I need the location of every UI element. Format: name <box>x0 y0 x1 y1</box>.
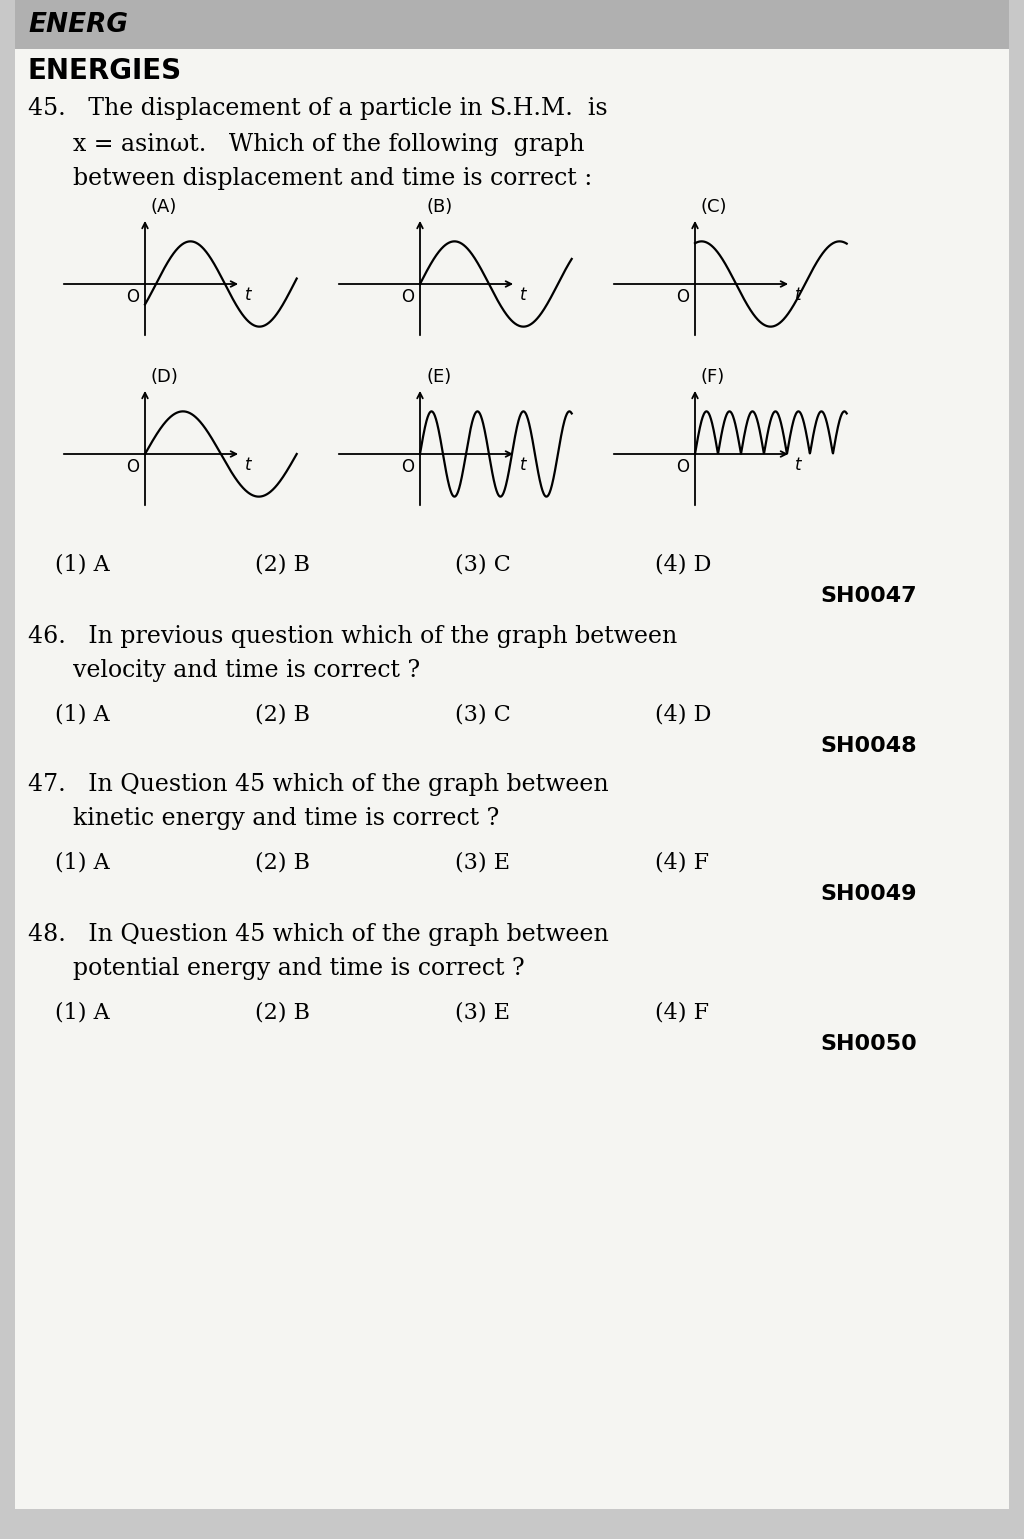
Text: O: O <box>126 288 139 306</box>
Text: t: t <box>520 286 526 305</box>
Text: (3) C: (3) C <box>455 553 511 576</box>
Text: (4) D: (4) D <box>655 553 712 576</box>
Text: 46.   In previous question which of the graph between: 46. In previous question which of the gr… <box>28 625 677 648</box>
Text: (A): (A) <box>151 199 177 215</box>
Text: SH0047: SH0047 <box>820 586 916 606</box>
Text: (4) F: (4) F <box>655 1000 709 1023</box>
Text: t: t <box>520 456 526 474</box>
Text: (C): (C) <box>701 199 727 215</box>
Text: (1) A: (1) A <box>55 703 110 725</box>
Text: (E): (E) <box>426 368 452 386</box>
Text: O: O <box>401 288 414 306</box>
Text: potential energy and time is correct ?: potential energy and time is correct ? <box>28 957 524 980</box>
Text: (2) B: (2) B <box>255 553 310 576</box>
Text: (1) A: (1) A <box>55 553 110 576</box>
Text: SH0050: SH0050 <box>820 1034 916 1054</box>
Text: (2) B: (2) B <box>255 1000 310 1023</box>
Text: 47.   In Question 45 which of the graph between: 47. In Question 45 which of the graph be… <box>28 773 608 796</box>
Text: (1) A: (1) A <box>55 1000 110 1023</box>
Text: t: t <box>795 456 802 474</box>
Text: (4) D: (4) D <box>655 703 712 725</box>
Text: O: O <box>676 288 689 306</box>
Text: t: t <box>245 286 252 305</box>
Text: O: O <box>126 459 139 476</box>
Text: (3) E: (3) E <box>455 1000 510 1023</box>
Text: 45.   The displacement of a particle in S.H.M.  is: 45. The displacement of a particle in S.… <box>28 97 607 120</box>
Text: (2) B: (2) B <box>255 703 310 725</box>
Text: (3) E: (3) E <box>455 851 510 873</box>
Text: velocity and time is correct ?: velocity and time is correct ? <box>28 660 420 682</box>
Text: (4) F: (4) F <box>655 851 709 873</box>
Text: ENERG: ENERG <box>28 12 128 38</box>
Bar <box>15 0 1009 49</box>
Text: kinetic energy and time is correct ?: kinetic energy and time is correct ? <box>28 808 500 831</box>
Text: (2) B: (2) B <box>255 851 310 873</box>
Text: (1) A: (1) A <box>55 851 110 873</box>
Text: ENERGIES: ENERGIES <box>28 57 182 85</box>
Text: (D): (D) <box>151 368 179 386</box>
Text: (B): (B) <box>426 199 453 215</box>
Text: O: O <box>401 459 414 476</box>
Text: SH0048: SH0048 <box>820 736 916 756</box>
Text: 48.   In Question 45 which of the graph between: 48. In Question 45 which of the graph be… <box>28 922 608 945</box>
Text: t: t <box>245 456 252 474</box>
Text: t: t <box>795 286 802 305</box>
Text: SH0049: SH0049 <box>820 883 916 903</box>
Text: between displacement and time is correct :: between displacement and time is correct… <box>28 168 592 191</box>
Text: x = asinωt.   Which of the following  graph: x = asinωt. Which of the following graph <box>28 132 585 155</box>
Text: (3) C: (3) C <box>455 703 511 725</box>
Text: O: O <box>676 459 689 476</box>
Text: (F): (F) <box>701 368 725 386</box>
